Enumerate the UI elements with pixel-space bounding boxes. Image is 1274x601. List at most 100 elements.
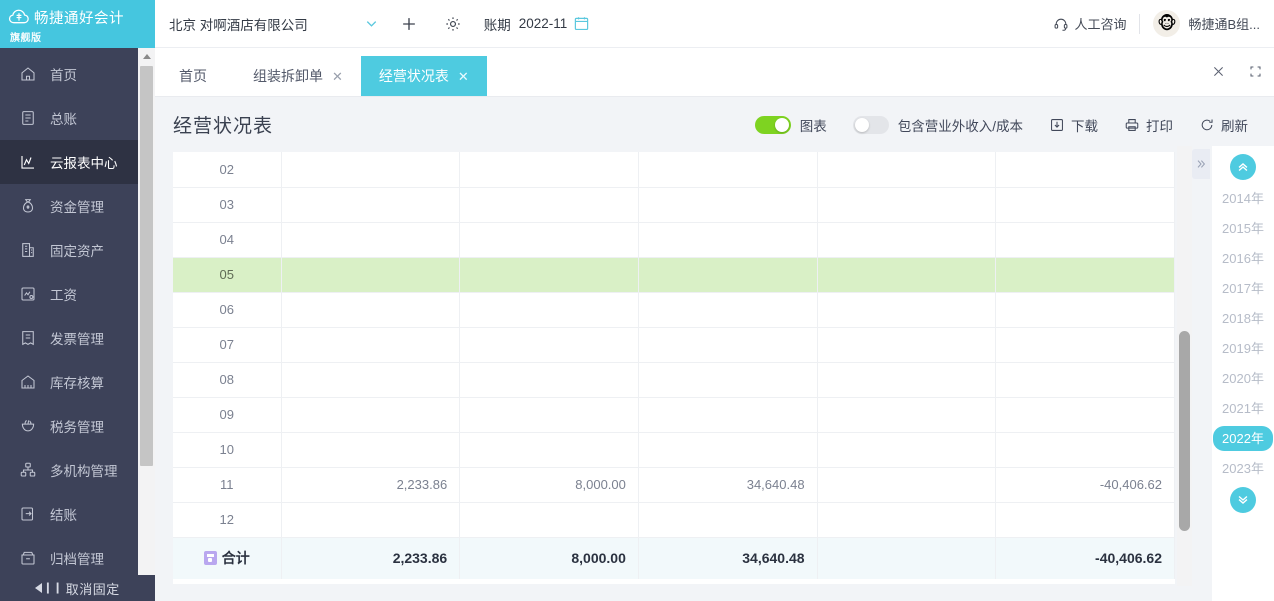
table-row[interactable]: 03	[173, 187, 1175, 223]
tab-label: 经营状况表	[378, 68, 449, 84]
table-row[interactable]: 09	[173, 397, 1175, 433]
sidebar-item-home[interactable]: 首页	[0, 52, 155, 96]
sidebar-item-multi-org-management[interactable]: 多机构管理	[0, 448, 155, 492]
row-value	[817, 327, 997, 363]
year-item[interactable]: 2017年	[1222, 281, 1264, 296]
table-row[interactable]: 02	[173, 152, 1175, 188]
include-non-operating-toggle[interactable]: 包含营业外收入/成本	[852, 115, 1023, 135]
tab-assembly-disassembly-order[interactable]: 组装拆卸单 ✕	[235, 56, 361, 96]
sidebar-item-payroll[interactable]: 工资	[0, 272, 155, 316]
row-value	[459, 257, 639, 293]
unpin-label: 取消固定	[65, 581, 120, 597]
double-chevron-down-icon[interactable]	[1230, 487, 1256, 513]
table-scrollbar[interactable]	[1177, 146, 1192, 586]
plus-icon[interactable]	[394, 9, 424, 39]
row-value	[459, 432, 639, 468]
row-value	[638, 327, 818, 363]
user-name: 畅捷通B组...	[1188, 17, 1260, 32]
user-menu[interactable]: 🐵 畅捷通B组...	[1153, 10, 1260, 37]
row-value: 8,000.00	[459, 467, 639, 503]
close-tab-button[interactable]	[1200, 47, 1237, 96]
unpin-sidebar-button[interactable]: ❙❙ 取消固定	[0, 575, 155, 601]
chart-toggle[interactable]: 图表	[754, 115, 827, 135]
sidebar-scrollbar[interactable]	[138, 48, 155, 601]
sidebar-scrollbar-thumb[interactable]	[140, 66, 153, 466]
table-row[interactable]: 07	[173, 327, 1175, 363]
refresh-button[interactable]: 刷新	[1199, 115, 1248, 135]
company-name[interactable]: 北京 对啊酒店有限公司	[169, 17, 308, 33]
ledger-icon	[18, 108, 38, 128]
brand-logo[interactable]: 畅捷通好会计 旗舰版	[0, 0, 155, 48]
row-value	[459, 502, 639, 538]
org-tree-icon	[18, 460, 38, 480]
chevron-down-icon[interactable]	[364, 16, 380, 32]
year-item[interactable]: 2014年	[1222, 191, 1264, 206]
year-item[interactable]: 2021年	[1222, 401, 1264, 416]
year-item[interactable]: 2019年	[1222, 341, 1264, 356]
sidebar-item-archive-management[interactable]: 归档管理	[0, 536, 155, 580]
row-value	[817, 432, 997, 468]
row-value	[817, 187, 997, 223]
table-row[interactable]: 10	[173, 432, 1175, 468]
sidebar-item-fund-management[interactable]: 资金管理	[0, 184, 155, 228]
period-value[interactable]: 2022-11	[518, 16, 568, 31]
table-row[interactable]: 08	[173, 362, 1175, 398]
download-button[interactable]: 下载	[1049, 115, 1098, 135]
table-row-highlighted[interactable]: 05	[173, 257, 1175, 293]
collapse-arrow-icon	[35, 583, 43, 593]
download-label: 下载	[1071, 118, 1098, 134]
sidebar-item-settlement[interactable]: 结账	[0, 492, 155, 536]
row-value	[817, 362, 997, 398]
sidebar-item-invoice-management[interactable]: 发票管理	[0, 316, 155, 360]
sidebar-item-inventory-accounting[interactable]: 库存核算	[0, 360, 155, 404]
fullscreen-icon[interactable]	[1237, 47, 1274, 96]
row-value	[281, 362, 461, 398]
row-value: 34,640.48	[638, 467, 818, 503]
table-row[interactable]: 06	[173, 292, 1175, 328]
sidebar-item-label: 税务管理	[50, 420, 104, 435]
sidebar-item-general-ledger[interactable]: 总账	[0, 96, 155, 140]
table-row[interactable]: 12	[173, 502, 1175, 538]
collapse-year-panel-button[interactable]	[1192, 149, 1210, 179]
include-non-operating-switch[interactable]	[852, 115, 889, 134]
chart-report-icon	[18, 152, 38, 172]
year-item[interactable]: 2015年	[1222, 221, 1264, 236]
sidebar-item-cloud-report-center[interactable]: 云报表中心	[0, 140, 155, 184]
row-value	[281, 327, 461, 363]
close-icon[interactable]: ✕	[332, 68, 343, 84]
row-value	[995, 432, 1175, 468]
table-row[interactable]: 11 2,233.86 8,000.00 34,640.48 -40,406.6…	[173, 467, 1175, 503]
total-value	[817, 537, 997, 579]
double-chevron-up-icon[interactable]	[1230, 154, 1256, 180]
row-value	[995, 502, 1175, 538]
table-row[interactable]: 04	[173, 222, 1175, 258]
close-icon[interactable]: ✕	[457, 68, 469, 84]
print-button[interactable]: 打印	[1124, 115, 1173, 135]
row-value	[995, 397, 1175, 433]
year-item[interactable]: 2023年	[1222, 461, 1264, 476]
row-value	[459, 222, 639, 258]
total-label: 合计	[221, 550, 250, 567]
tab-business-status-report[interactable]: 经营状况表 ✕	[360, 56, 487, 96]
table-scrollbar-thumb[interactable]	[1179, 331, 1190, 531]
year-item[interactable]: 2020年	[1222, 371, 1264, 386]
cloud-logo-icon	[8, 6, 30, 28]
chart-toggle-switch[interactable]	[754, 115, 791, 134]
sidebar-item-fixed-assets[interactable]: 固定资产	[0, 228, 155, 272]
year-item[interactable]: 2018年	[1222, 311, 1264, 326]
sidebar-item-label: 固定资产	[50, 244, 104, 259]
calendar-icon[interactable]	[573, 15, 590, 32]
row-period: 12	[173, 502, 282, 538]
gear-icon[interactable]	[438, 9, 468, 39]
row-value	[281, 187, 461, 223]
scroll-up-arrow-icon[interactable]	[138, 48, 155, 65]
row-period: 10	[173, 432, 282, 468]
year-item[interactable]: 2016年	[1222, 251, 1264, 266]
tab-home[interactable]: 首页	[155, 56, 235, 96]
human-consult-button[interactable]: 人工咨询	[1053, 14, 1126, 33]
row-value	[638, 502, 818, 538]
chart-toggle-label: 图表	[799, 118, 827, 134]
year-list: 2014年 2015年 2016年 2017年 2018年 2019年 2020…	[1213, 186, 1273, 486]
sidebar-item-tax-management[interactable]: 税务管理	[0, 404, 155, 448]
year-item-selected[interactable]: 2022年	[1213, 426, 1273, 451]
